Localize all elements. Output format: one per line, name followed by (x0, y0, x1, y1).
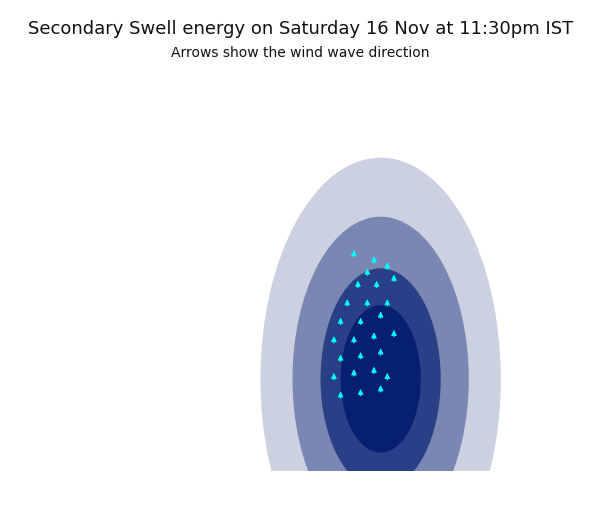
Ellipse shape (260, 158, 501, 512)
Ellipse shape (293, 217, 469, 512)
Ellipse shape (341, 305, 421, 453)
Ellipse shape (320, 268, 441, 489)
Text: Arrows show the wind wave direction: Arrows show the wind wave direction (171, 46, 430, 60)
Text: Secondary Swell energy on Saturday 16 Nov at 11:30pm IST: Secondary Swell energy on Saturday 16 No… (28, 20, 573, 38)
